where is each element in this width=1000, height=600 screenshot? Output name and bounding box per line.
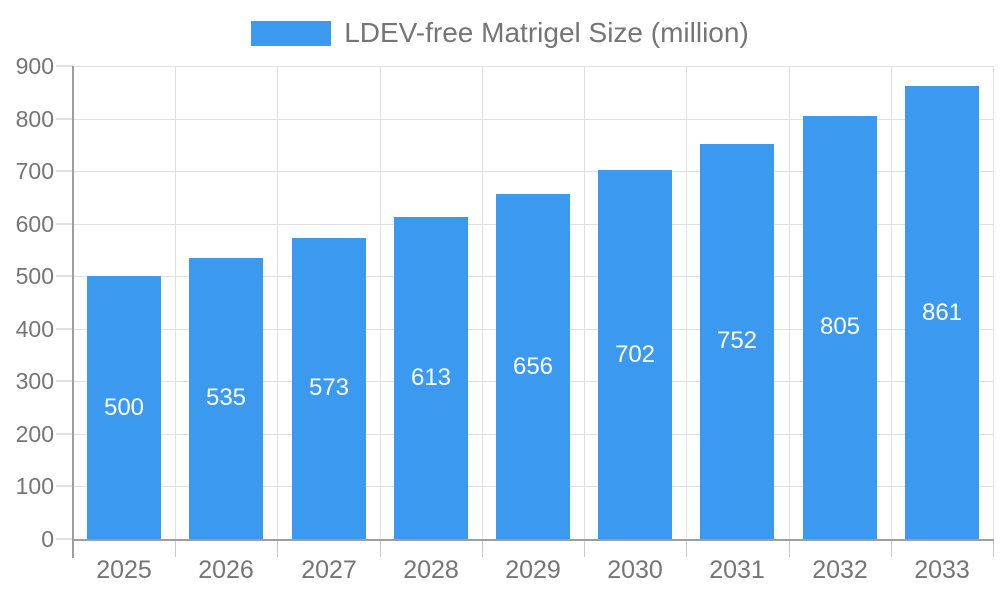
y-tick-200 [56, 433, 73, 435]
bar-2030[interactable] [598, 170, 672, 539]
x-tick-7 [789, 541, 790, 557]
bar-2025[interactable] [87, 276, 161, 539]
y-axis-label-500: 500 [15, 263, 54, 289]
y-axis-label-900: 900 [15, 53, 54, 79]
bar-2031[interactable] [700, 144, 774, 539]
y-tick-0 [56, 538, 73, 540]
x-gridline-4 [482, 66, 483, 539]
x-axis-label-2031: 2031 [709, 556, 765, 584]
bar-value-label-2033: 861 [921, 299, 963, 326]
bar-2028[interactable] [394, 217, 468, 539]
x-tick-9 [993, 541, 994, 557]
y-axis-label-600: 600 [15, 211, 54, 237]
x-axis-label-2032: 2032 [812, 556, 868, 584]
x-gridline-6 [686, 66, 687, 539]
y-axis-label-200: 200 [15, 421, 54, 447]
y-axis-label-0: 0 [41, 526, 54, 552]
y-tick-700 [56, 170, 73, 172]
x-gridline-2 [277, 66, 278, 539]
x-gridline-1 [175, 66, 176, 539]
y-gridline-900 [73, 66, 993, 67]
x-axis-label-2029: 2029 [505, 556, 561, 584]
bar-2026[interactable] [189, 258, 263, 539]
x-axis-line [72, 539, 994, 541]
y-axis-label-300: 300 [15, 368, 54, 394]
x-gridline-5 [584, 66, 585, 539]
x-tick-8 [891, 541, 892, 557]
x-tick-6 [686, 541, 687, 557]
y-tick-800 [56, 118, 73, 120]
bar-value-label-2028: 613 [410, 364, 452, 391]
y-tick-400 [56, 328, 73, 330]
y-tick-600 [56, 223, 73, 225]
x-tick-3 [380, 541, 381, 557]
y-axis-line [72, 66, 74, 558]
y-tick-300 [56, 380, 73, 382]
x-gridline-3 [380, 66, 381, 539]
x-tick-4 [482, 541, 483, 557]
chart-legend: LDEV-free Matrigel Size (million) [0, 17, 1000, 49]
y-tick-100 [56, 485, 73, 487]
x-axis-label-2028: 2028 [403, 556, 459, 584]
bar-value-label-2032: 805 [819, 313, 861, 340]
bar-value-label-2029: 656 [512, 353, 554, 380]
x-tick-1 [175, 541, 176, 557]
x-gridline-8 [891, 66, 892, 539]
x-axis-label-2027: 2027 [301, 556, 357, 584]
y-axis-label-700: 700 [15, 158, 54, 184]
x-axis-label-2026: 2026 [198, 556, 254, 584]
y-gridline-800 [73, 119, 993, 120]
y-tick-500 [56, 275, 73, 277]
bar-value-label-2027: 573 [308, 374, 350, 401]
legend-series-label: LDEV-free Matrigel Size (million) [344, 17, 749, 48]
bar-value-label-2025: 500 [103, 394, 145, 421]
x-axis-label-2033: 2033 [914, 556, 970, 584]
bar-2032[interactable] [803, 116, 877, 539]
x-tick-2 [277, 541, 278, 557]
y-tick-900 [56, 65, 73, 67]
bar-value-label-2030: 702 [614, 341, 656, 368]
x-axis-label-2030: 2030 [607, 556, 663, 584]
legend-swatch [251, 20, 332, 46]
y-axis-label-400: 400 [15, 316, 54, 342]
bar-value-label-2026: 535 [205, 384, 247, 411]
y-axis-label-800: 800 [15, 106, 54, 132]
bar-2027[interactable] [292, 238, 366, 539]
x-axis-label-2025: 2025 [96, 556, 152, 584]
bar-value-label-2031: 752 [716, 327, 758, 354]
y-axis-label-100: 100 [15, 473, 54, 499]
x-gridline-7 [789, 66, 790, 539]
bar-2033[interactable] [905, 86, 979, 539]
x-gridline-9 [993, 66, 994, 539]
x-tick-5 [584, 541, 585, 557]
bar-2029[interactable] [496, 194, 570, 539]
y-gridline-700 [73, 171, 993, 172]
